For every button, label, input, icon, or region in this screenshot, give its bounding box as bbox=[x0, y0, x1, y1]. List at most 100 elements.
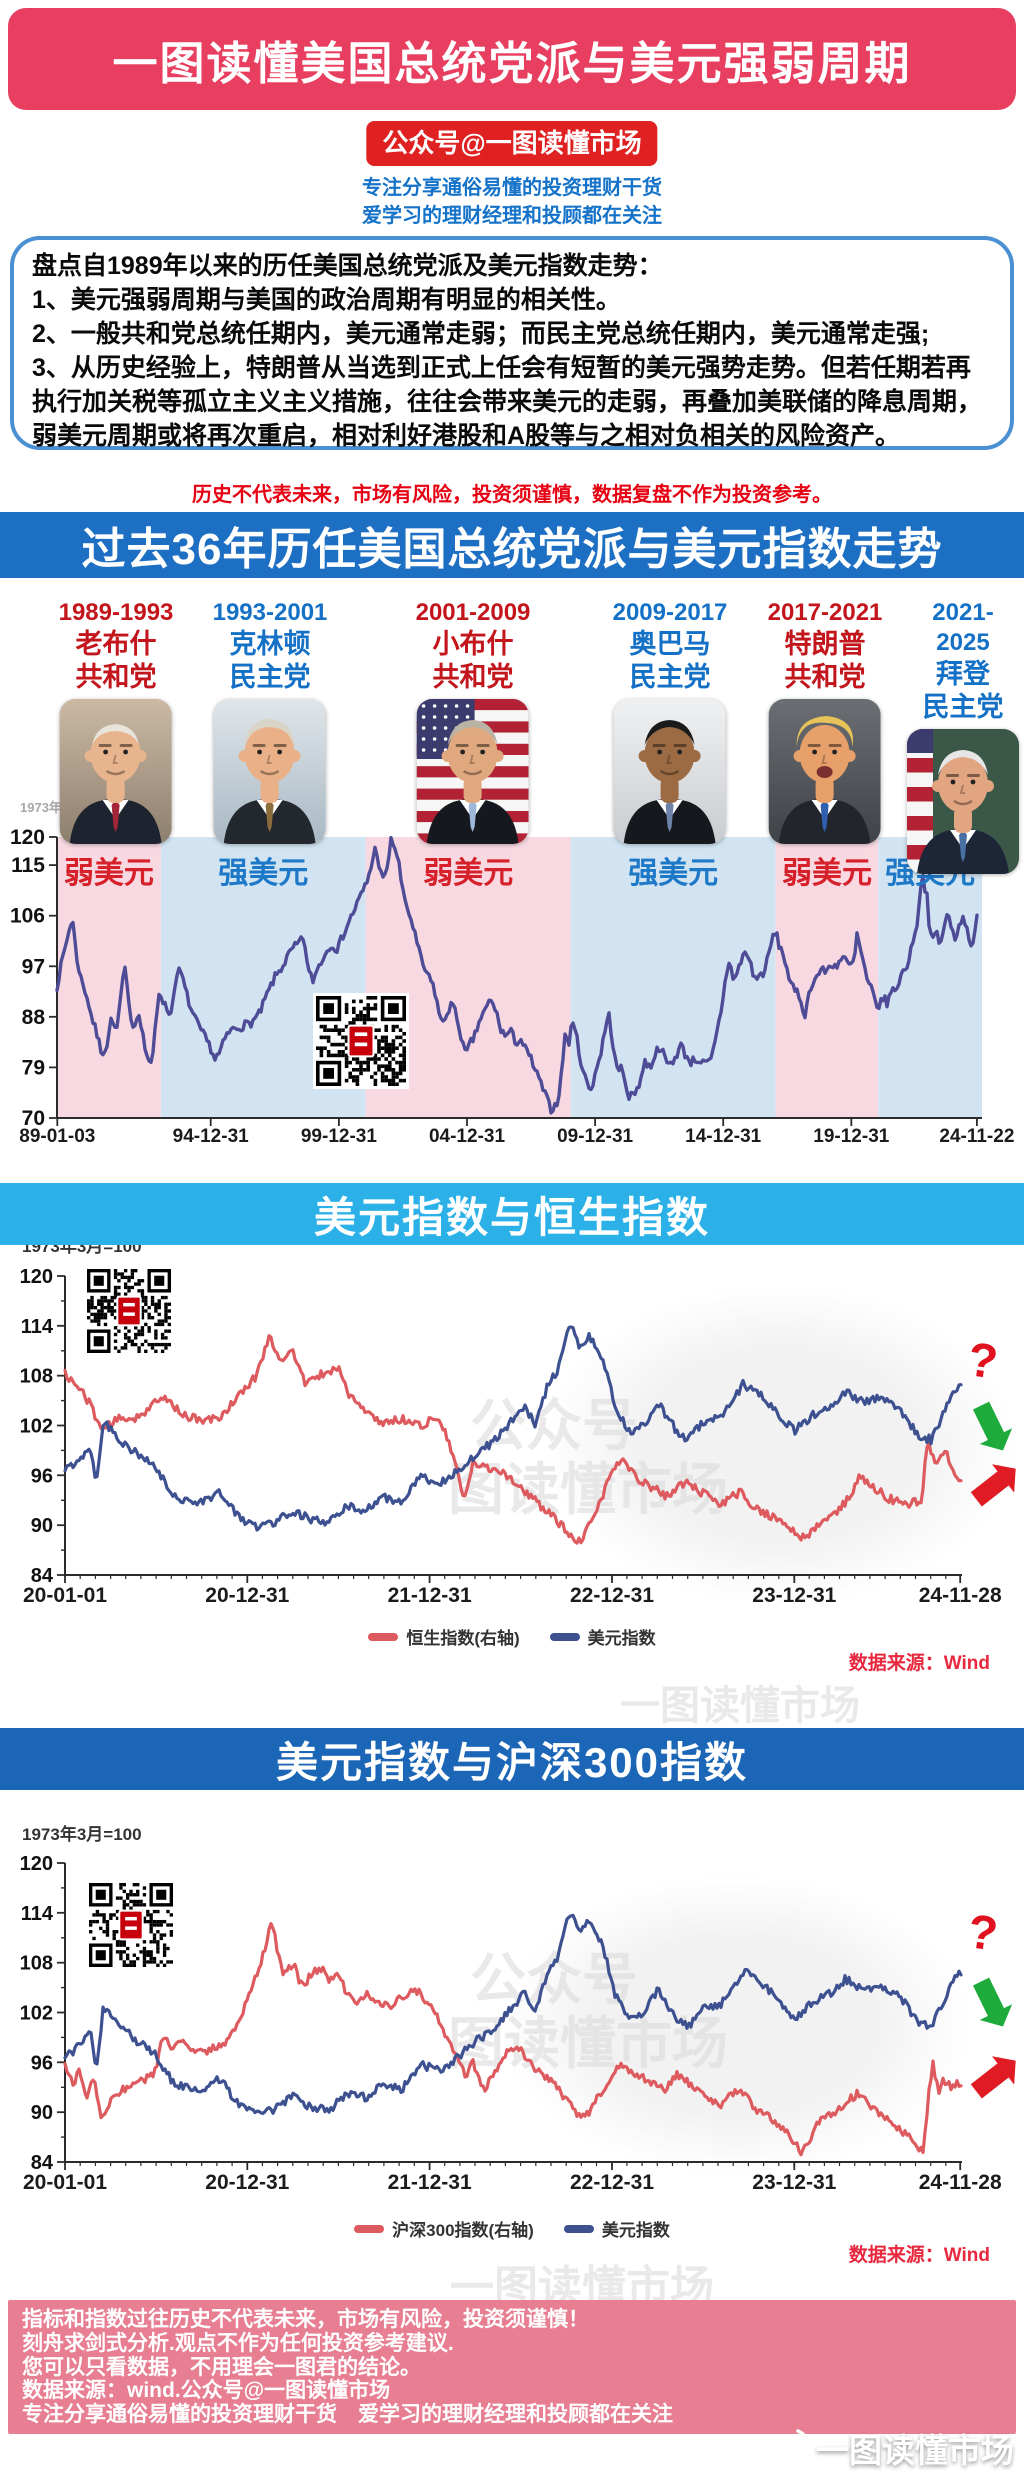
band-weak-dollar bbox=[775, 837, 879, 1118]
legend-swatch bbox=[563, 2224, 594, 2233]
series-line-1 bbox=[63, 1913, 963, 2115]
footer-line: 专注分享通俗易懂的投资理财干货 爱学习的理财经理和投顾都在关注 bbox=[22, 2403, 673, 2427]
series-line-0 bbox=[55, 835, 979, 1115]
footer-line: 数据来源：wind.公众号@一图读懂市场 bbox=[22, 2379, 391, 2403]
legend-swatch bbox=[368, 1632, 399, 1641]
legend-item: 美元指数 bbox=[549, 1624, 656, 1649]
president-term-years: 2001-2009 bbox=[415, 599, 531, 626]
y-tick-label: 84 bbox=[31, 1565, 54, 1587]
chart-legend: 恒生指数(右轴) 美元指数 bbox=[0, 1624, 1024, 1649]
x-tick-label: 22-12-31 bbox=[570, 2171, 654, 2194]
y-tick-label: 102 bbox=[20, 2003, 53, 2025]
index-base-label: 1973年3月=100 bbox=[22, 1824, 142, 1844]
y-tick-label: 120 bbox=[20, 1853, 53, 1875]
president-party: 共和党 bbox=[784, 662, 866, 692]
intro-line: 2、一般共和党总统任期内，美元通常走弱；而民主党总统任期内，美元通常走强; bbox=[32, 320, 930, 348]
band-strong-dollar bbox=[570, 837, 776, 1118]
x-tick-label: 19-12-31 bbox=[813, 1126, 889, 1147]
arrow-up-icon bbox=[964, 2044, 1024, 2108]
arrow-up-icon bbox=[964, 1452, 1024, 1516]
watermark-text: 图读懂市场 bbox=[448, 1458, 728, 1521]
watermark-text: 公众号 bbox=[470, 1394, 638, 1457]
president-portrait bbox=[769, 699, 881, 844]
y-tick-label: 70 bbox=[22, 1107, 45, 1130]
legend-swatch bbox=[549, 1632, 580, 1641]
intro-summary-box: 盘点自1989年以来的历任美国总统党派及美元指数走势： 1、美元强弱周期与美国的政… bbox=[10, 236, 1014, 450]
y-tick-label: 120 bbox=[20, 1266, 53, 1288]
y-tick-label: 102 bbox=[20, 1416, 53, 1438]
footer-disclaimer-box: 指标和指数过往历史不代表未来，市场有风险，投资须谨慎！ 刻舟求剑式分析.观点不作为… bbox=[8, 2300, 1016, 2434]
x-tick-label: 24-11-28 bbox=[919, 2171, 1002, 2194]
x-tick-label: 23-12-31 bbox=[752, 1584, 836, 1607]
taglines: 专注分享通俗易懂的投资理财干货 爱学习的理财经理和投顾都在关注 bbox=[0, 174, 1024, 230]
qrcode bbox=[313, 993, 409, 1089]
section-title-text: 过去36年历任美国总统党派与美元指数走势 bbox=[81, 525, 943, 574]
x-tick-label: 21-12-31 bbox=[388, 2171, 472, 2194]
president-name: 特朗普 bbox=[784, 629, 866, 659]
series-line-0 bbox=[63, 1334, 963, 1545]
y-tick-label: 97 bbox=[22, 955, 45, 978]
president-party: 民主党 bbox=[229, 662, 311, 692]
x-tick-label: 04-12-31 bbox=[429, 1126, 505, 1147]
x-tick-label: 22-12-31 bbox=[570, 1584, 654, 1607]
president-party: 民主党 bbox=[629, 662, 711, 692]
legend-label: 沪深300指数(右轴) bbox=[392, 2221, 534, 2240]
footer-line: 您可以只看数据，不用理会一图君的结论。 bbox=[22, 2355, 421, 2379]
band-weak-dollar bbox=[57, 837, 161, 1118]
watermark-text: 一图读懂市场 bbox=[620, 1684, 860, 1728]
president-name: 老布什 bbox=[75, 629, 157, 659]
tagline: 爱学习的理财经理和投顾都在关注 bbox=[362, 205, 662, 227]
x-tick-label: 94-12-31 bbox=[173, 1126, 249, 1147]
y-tick-label: 114 bbox=[21, 1903, 54, 1925]
weibo-icon bbox=[768, 2427, 810, 2469]
y-tick-label: 108 bbox=[20, 1953, 53, 1975]
y-tick-label: 108 bbox=[20, 1366, 53, 1388]
president-card: 2009-2017 奥巴马 民主党 bbox=[613, 598, 727, 844]
series-line-0 bbox=[63, 1922, 963, 2157]
weibo-brand-watermark: 一图读懂市场 bbox=[768, 2424, 1014, 2472]
band-label: 强美元 bbox=[218, 856, 308, 890]
x-tick-label: 89-01-03 bbox=[19, 1126, 95, 1147]
legend-label: 美元指数 bbox=[587, 1629, 656, 1648]
x-tick-label: 24-11-22 bbox=[939, 1126, 1014, 1147]
president-party: 共和党 bbox=[432, 662, 514, 692]
intro-line: 3、从历史经验上，特朗普从当选到正式上任会有短暂的美元强势走势。但若任期若再执行… bbox=[32, 354, 983, 450]
y-tick-label: 96 bbox=[31, 1465, 53, 1487]
y-tick-label: 90 bbox=[31, 2102, 53, 2124]
intro-line: 盘点自1989年以来的历任美国总统党派及美元指数走势： bbox=[32, 252, 663, 280]
data-source-label: 数据来源：Wind bbox=[848, 1653, 990, 1674]
qrcode bbox=[86, 1880, 176, 1970]
president-card: 2021-2025 拜登 民主党 bbox=[907, 598, 1019, 874]
president-card: 1989-1993 老布什 共和党 bbox=[59, 598, 173, 844]
president-name: 拜登 bbox=[936, 659, 990, 689]
president-party: 民主党 bbox=[922, 692, 1004, 722]
president-card: 2017-2021 特朗普 共和党 bbox=[768, 598, 882, 844]
x-tick-label: 20-01-01 bbox=[23, 2171, 107, 2194]
y-tick-label: 79 bbox=[22, 1056, 45, 1079]
legend-swatch bbox=[354, 2224, 385, 2233]
president-card: 2001-2009 小布什 共和党 bbox=[415, 598, 531, 844]
x-tick-label: 09-12-31 bbox=[557, 1126, 633, 1147]
president-term-years: 2021-2025 bbox=[932, 599, 994, 656]
president-portrait bbox=[614, 699, 726, 844]
y-tick-label: 115 bbox=[11, 854, 45, 877]
president-name: 奥巴马 bbox=[629, 629, 711, 659]
band-label: 弱美元 bbox=[782, 856, 872, 890]
y-tick-label: 84 bbox=[31, 2152, 54, 2174]
president-portrait bbox=[60, 699, 172, 844]
x-tick-label: 24-11-28 bbox=[919, 1584, 1002, 1607]
badge-label: 公众号@一图读懂市场 bbox=[382, 128, 642, 158]
president-name: 小布什 bbox=[432, 629, 514, 659]
qrcode bbox=[84, 1266, 174, 1356]
band-label: 弱美元 bbox=[423, 856, 513, 890]
legend-label: 恒生指数(右轴) bbox=[406, 1629, 520, 1648]
band-strong-dollar bbox=[878, 837, 982, 1118]
legend-label: 美元指数 bbox=[601, 2221, 670, 2240]
footer-line: 刻舟求剑式分析.观点不作为任何投资参考建议. bbox=[22, 2331, 454, 2355]
x-tick-label: 20-12-31 bbox=[205, 2171, 289, 2194]
section-title-text: 美元指数与恒生指数 bbox=[313, 1193, 710, 1241]
